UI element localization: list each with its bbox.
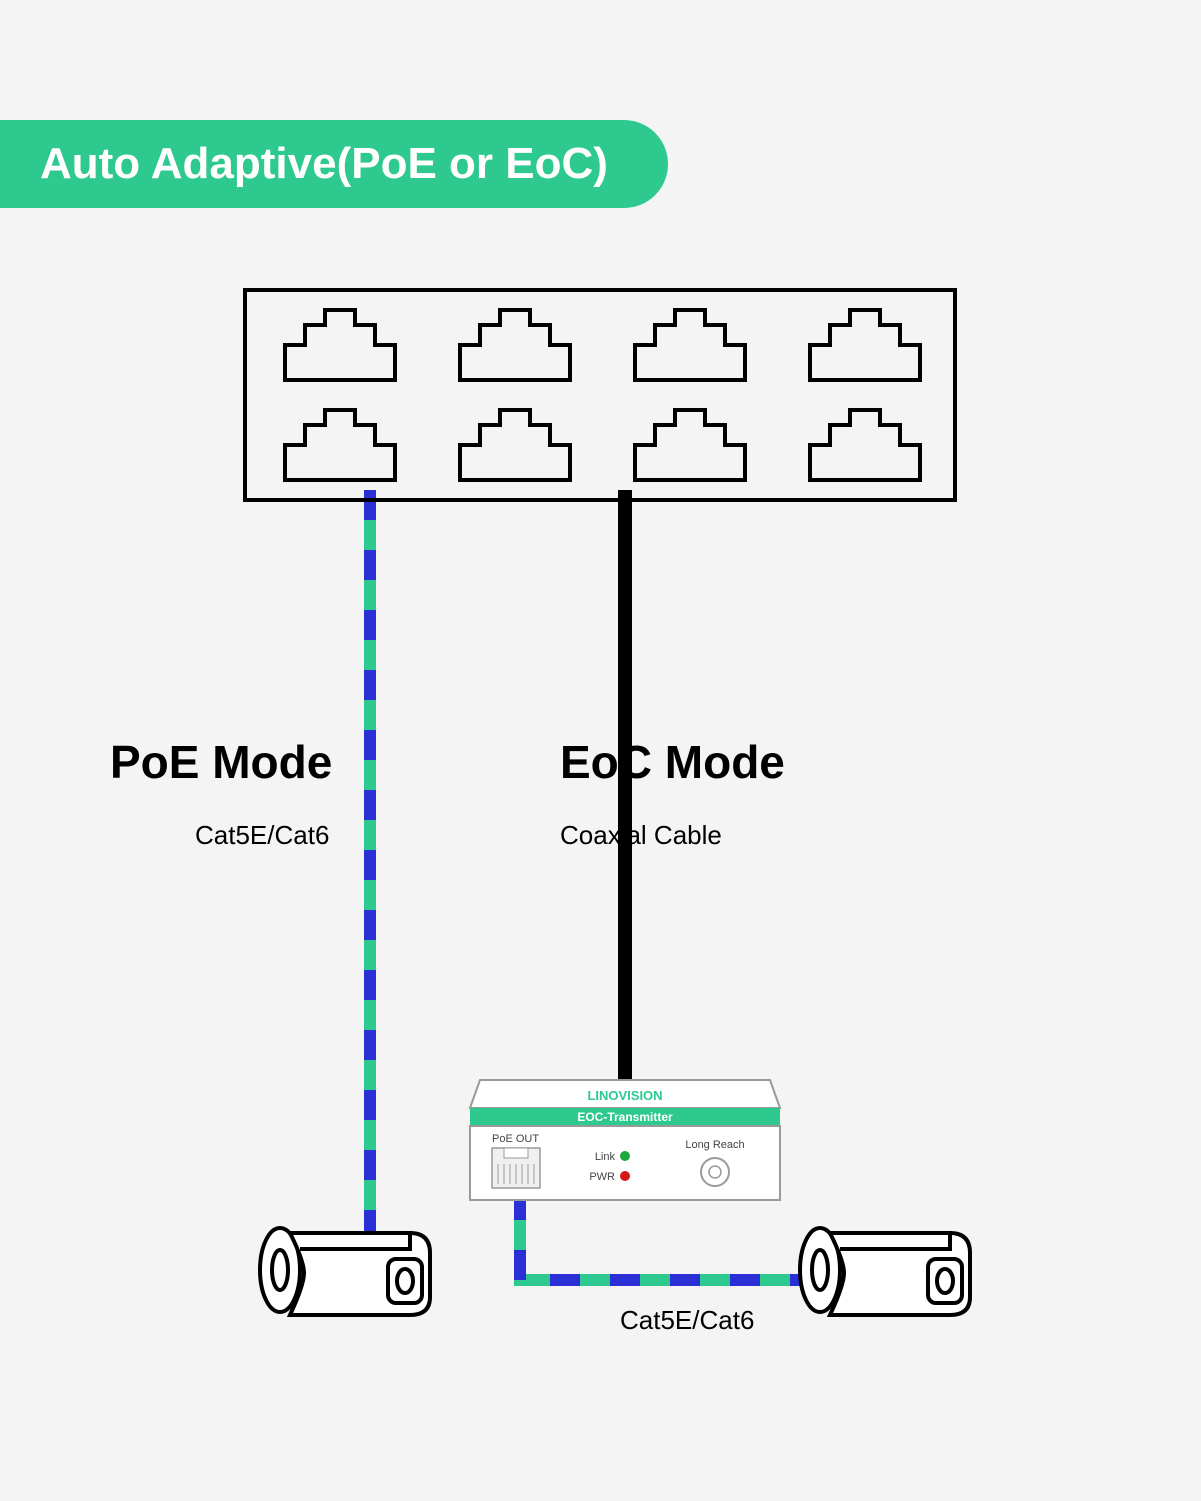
poe-switch	[245, 290, 955, 500]
switch-port	[810, 410, 920, 480]
eoc-transmitter: LINOVISION EOC-Transmitter PoE OUT Link …	[470, 1080, 780, 1200]
switch-port	[635, 410, 745, 480]
diagram-svg: LINOVISION EOC-Transmitter PoE OUT Link …	[0, 0, 1201, 1501]
switch-port	[285, 410, 395, 480]
transmitter-link-label: Link	[595, 1151, 616, 1163]
ip-camera-right	[800, 1228, 970, 1315]
transmitter-brand: LINOVISION	[587, 1088, 662, 1103]
transmitter-longreach-label: Long Reach	[685, 1139, 744, 1151]
transmitter-model: EOC-Transmitter	[577, 1110, 673, 1124]
transmitter-pwr-label: PWR	[589, 1171, 615, 1183]
transmitter-to-camera-cable	[520, 1190, 810, 1280]
switch-port	[460, 310, 570, 380]
switch-port	[285, 310, 395, 380]
switch-port	[460, 410, 570, 480]
transmitter-poe-out-label: PoE OUT	[492, 1133, 539, 1145]
switch-port	[635, 310, 745, 380]
switch-port	[810, 310, 920, 380]
ip-camera-left	[260, 1228, 430, 1315]
